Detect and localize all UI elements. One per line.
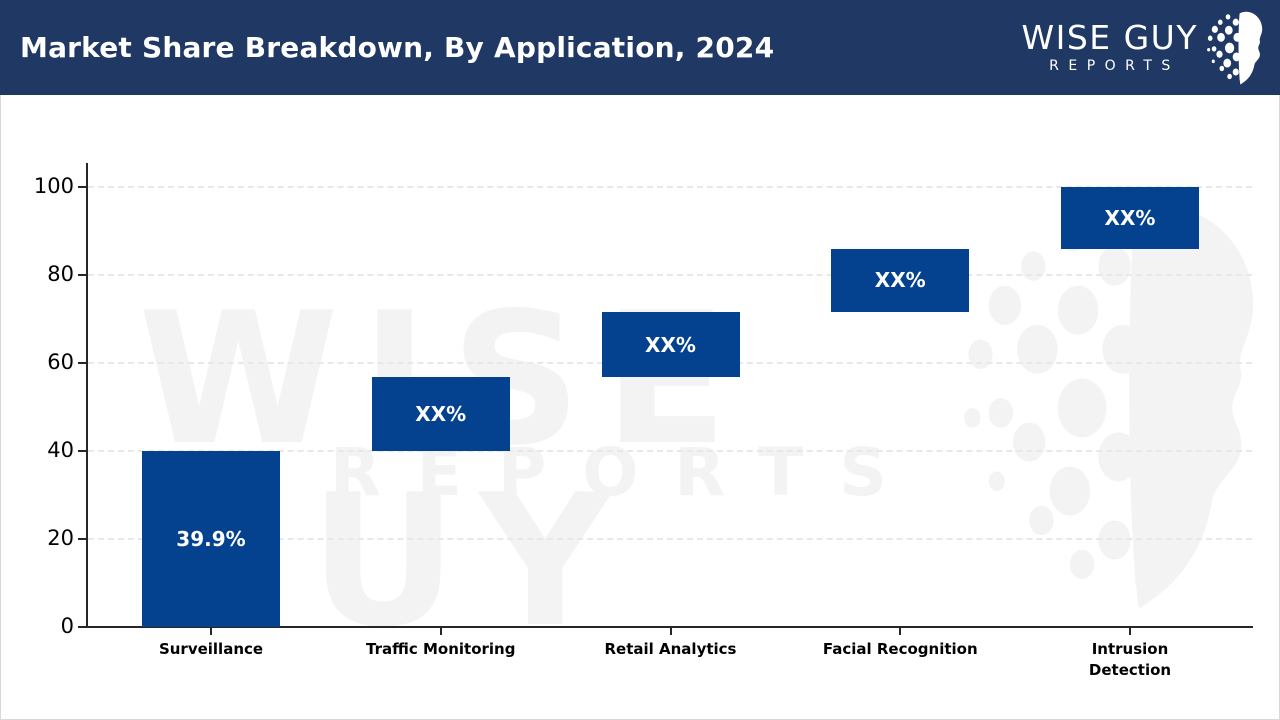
watermark-head-icon — [964, 208, 1254, 609]
bar-value-label: XX% — [1104, 205, 1156, 230]
y-tick-mark — [78, 274, 86, 276]
bar: 39.9% — [142, 451, 280, 627]
bar-value-label: XX% — [645, 332, 696, 357]
x-tick-label: Surveillance — [158, 640, 264, 658]
page-title: Market Share Breakdown, By Application, … — [20, 31, 775, 64]
bar-value-label: XX% — [415, 402, 467, 427]
gridline — [88, 450, 1252, 452]
logo-text: WISE GUY REPORTS — [1021, 21, 1198, 74]
x-tick-label: Traffic Monitoring — [366, 640, 516, 658]
x-axis-line — [86, 626, 1253, 628]
y-tick-label: 0 — [60, 614, 74, 638]
bar-value-label: 39.9% — [176, 527, 246, 552]
x-tick-mark — [210, 628, 212, 635]
x-tick-label: Facial Recognition — [822, 640, 978, 658]
y-tick-mark — [78, 538, 86, 540]
x-tick-mark — [669, 628, 672, 635]
x-tick-mark — [1129, 628, 1131, 635]
x-tick-label: Retail Analytics — [604, 640, 737, 658]
bar: XX% — [831, 248, 970, 312]
y-tick-label: 60 — [47, 350, 74, 374]
y-tick-label: 100 — [33, 174, 74, 198]
x-tick-mark — [439, 628, 442, 635]
x-tick-label: Intrusion Detection — [1088, 640, 1172, 679]
y-tick-mark — [78, 626, 86, 628]
gridline — [88, 274, 1252, 276]
y-tick-mark — [78, 186, 86, 188]
bar-value-label: XX% — [874, 268, 926, 293]
y-tick-mark — [78, 450, 86, 452]
logo-subtitle: REPORTS — [1049, 57, 1180, 74]
y-tick-label: 40 — [47, 438, 74, 462]
x-tick-mark — [899, 628, 902, 635]
logo-wordmark: WISE GUY — [1021, 18, 1198, 58]
gridline — [88, 186, 1252, 188]
wise-guy-reports-logo: WISE GUY REPORTS — [1021, 8, 1266, 88]
y-tick-mark — [78, 362, 86, 364]
bar: XX% — [601, 311, 740, 378]
dotted-head-icon — [1207, 11, 1263, 84]
y-tick-label: 80 — [47, 262, 74, 286]
header: Market Share Breakdown, By Application, … — [0, 0, 1280, 95]
y-axis-line — [86, 163, 88, 628]
bar: XX% — [371, 377, 510, 452]
gridline — [88, 538, 1252, 540]
y-tick-label: 20 — [47, 526, 74, 550]
bar: XX% — [1061, 187, 1199, 249]
